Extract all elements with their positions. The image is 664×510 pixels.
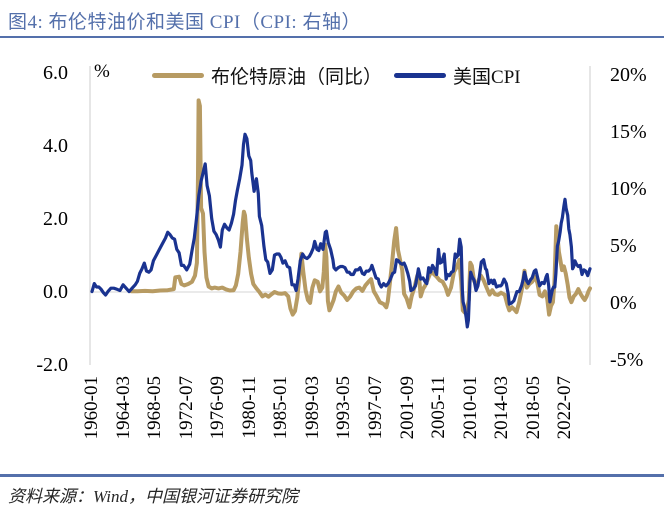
series-line-right xyxy=(90,132,592,329)
footer-separator-line xyxy=(0,474,664,477)
x-axis-tick-label: 1985-01 xyxy=(270,376,291,440)
legend-swatch-line xyxy=(152,73,204,78)
chart-area xyxy=(0,40,664,470)
legend-item: 布伦特原油（同比） xyxy=(152,62,382,89)
left-axis-tick-label: 4.0 xyxy=(43,135,68,157)
source-note: 资料来源：Wind，中国银河证券研究院 xyxy=(8,487,298,506)
chart-legend: 布伦特原油（同比） 美国CPI xyxy=(152,62,521,89)
x-axis-tick-label: 1968-05 xyxy=(144,376,165,440)
x-axis-tick-label: 1964-03 xyxy=(113,376,134,440)
x-axis-tick-label: 1972-07 xyxy=(176,376,197,440)
x-axis-tick-label: 1997-07 xyxy=(365,376,386,440)
left-axis-unit-label: % xyxy=(94,61,110,82)
left-axis-tick-label: 0.0 xyxy=(43,281,68,303)
left-axis-tick-label: 2.0 xyxy=(43,208,68,230)
left-axis-tick-label: 6.0 xyxy=(43,62,68,84)
right-axis-tick-label: -5% xyxy=(610,349,644,371)
x-axis-tick-label: 1980-11 xyxy=(239,376,260,439)
x-axis-tick-label: 2010-01 xyxy=(460,376,481,440)
title-separator-line xyxy=(0,36,664,38)
right-axis-tick-label: 20% xyxy=(610,64,647,86)
x-axis-tick-label: 1993-05 xyxy=(333,376,354,440)
x-axis-tick-label: 2014-03 xyxy=(491,376,512,440)
x-axis-tick-label: 1989-03 xyxy=(302,376,323,440)
legend-label: 美国CPI xyxy=(453,67,521,88)
legend-swatch-line xyxy=(394,73,447,78)
x-axis-tick-label: 2005-11 xyxy=(428,376,449,439)
legend-label: 布伦特原油（同比） xyxy=(211,67,383,88)
x-axis-tick-label: 2018-05 xyxy=(523,376,544,440)
x-axis-tick-label: 2022-07 xyxy=(554,376,575,440)
series-group xyxy=(90,98,592,329)
legend-item: 美国CPI xyxy=(394,62,521,89)
chart-canvas xyxy=(89,66,592,365)
right-axis-tick-label: 15% xyxy=(610,121,647,143)
figure-title: 图4: 布伦特油价和美国 CPI（CPI: 右轴） xyxy=(8,12,361,33)
right-axis-tick-label: 5% xyxy=(610,235,637,257)
x-axis-tick-label: 1976-09 xyxy=(207,376,228,440)
right-axis-tick-label: 0% xyxy=(610,292,637,314)
x-axis-tick-label: 2001-09 xyxy=(397,376,418,440)
right-axis-tick-label: 10% xyxy=(610,178,647,200)
left-axis-tick-label: -2.0 xyxy=(36,354,68,376)
x-axis-tick-label: 1960-01 xyxy=(81,376,102,440)
